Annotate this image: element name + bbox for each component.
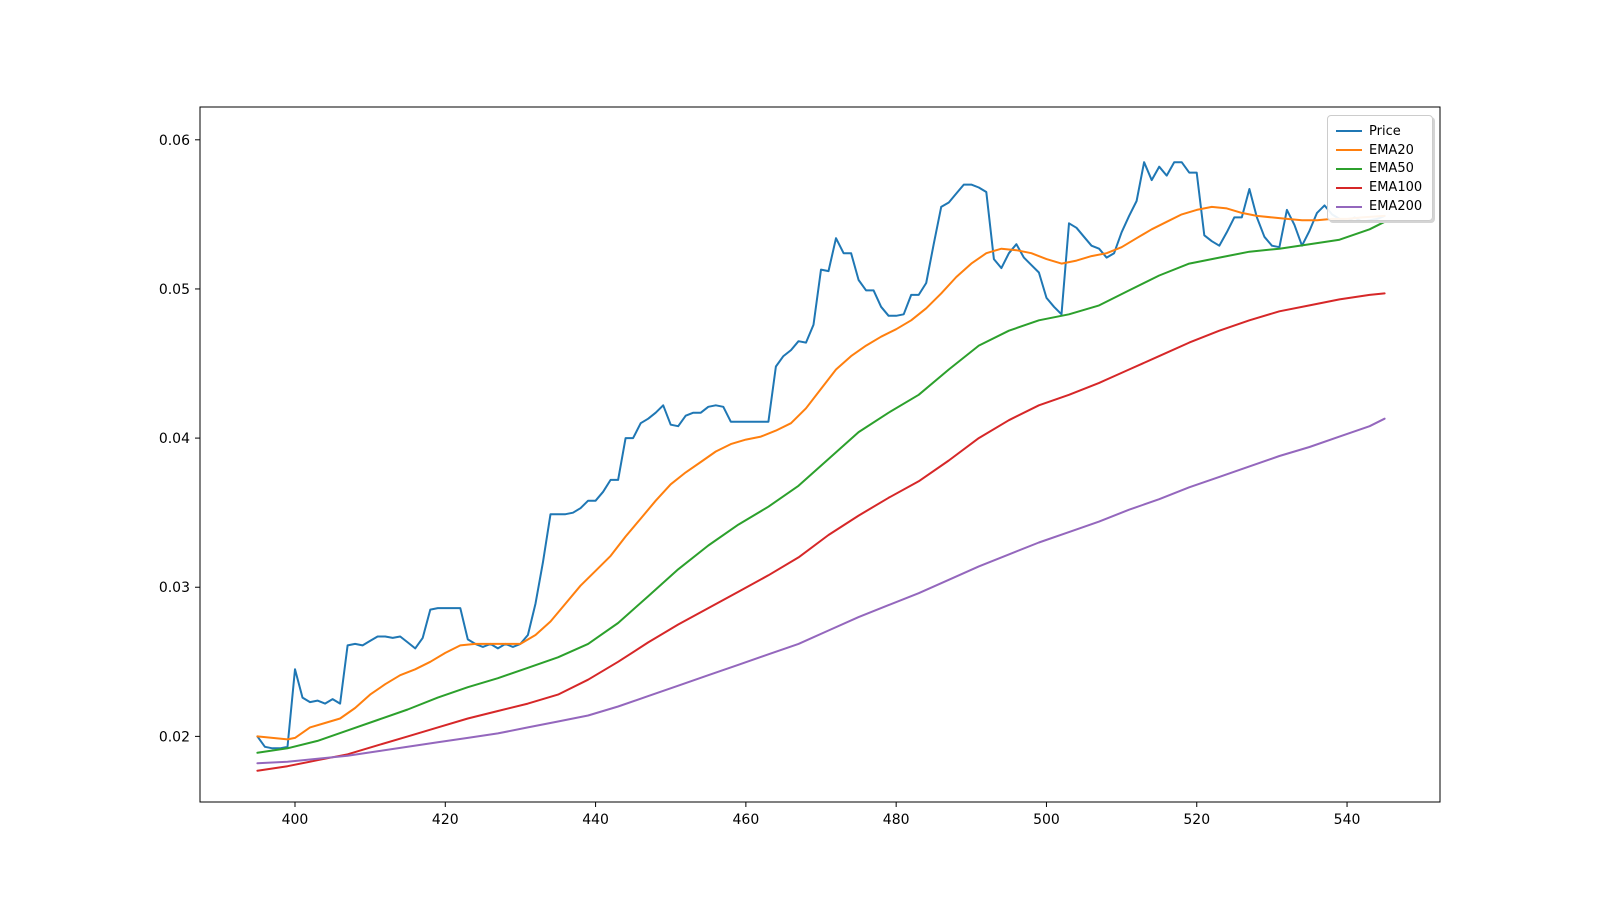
legend-entry-Price: Price <box>1336 122 1424 141</box>
y-tick-label: 0.02 <box>159 729 190 745</box>
y-tick-label: 0.03 <box>159 580 190 596</box>
x-tick-label: 500 <box>1033 812 1060 828</box>
series-line-Price <box>256 161 1386 750</box>
x-tick-label: 460 <box>733 812 760 828</box>
legend-line-sample-icon <box>1336 130 1362 133</box>
plot-frame <box>199 106 1441 803</box>
series-line-EMA100 <box>256 292 1386 772</box>
legend-entry-label: EMA100 <box>1369 180 1423 196</box>
legend-entry-EMA200: EMA200 <box>1336 197 1424 216</box>
legend-line-sample-icon <box>1336 186 1362 189</box>
legend-entry-label: EMA50 <box>1369 161 1414 177</box>
series-lines <box>256 161 1386 772</box>
x-tick-label: 520 <box>1183 812 1210 828</box>
y-tick-label: 0.06 <box>159 133 190 149</box>
x-tick-label: 540 <box>1334 812 1361 828</box>
x-tick-label: 440 <box>582 812 609 828</box>
series-line-EMA50 <box>256 220 1386 754</box>
legend-line-sample-icon <box>1336 149 1362 152</box>
x-tick-label: 400 <box>282 812 309 828</box>
y-axis: 0.02 0.03 0.04 0.05 0.06 <box>159 133 200 745</box>
legend-entry-label: EMA20 <box>1369 142 1414 158</box>
legend-entry-label: EMA200 <box>1369 199 1423 215</box>
legend-line-sample-icon <box>1336 205 1362 208</box>
legend-entry-label: Price <box>1369 123 1401 139</box>
legend: Price EMA20 EMA50 EMA100 EMA200 <box>1327 115 1433 221</box>
x-tick-label: 480 <box>883 812 910 828</box>
x-axis: 400 420 440 460 480 500 520 540 <box>282 802 1361 828</box>
series-line-EMA20 <box>256 205 1386 741</box>
legend-line-sample-icon <box>1336 167 1362 170</box>
legend-entry-EMA100: EMA100 <box>1336 178 1424 197</box>
series-line-EMA200 <box>256 417 1386 765</box>
y-tick-label: 0.05 <box>159 282 190 298</box>
legend-entry-EMA20: EMA20 <box>1336 141 1424 160</box>
y-tick-label: 0.04 <box>159 431 190 447</box>
legend-entry-EMA50: EMA50 <box>1336 160 1424 179</box>
x-tick-label: 420 <box>432 812 459 828</box>
